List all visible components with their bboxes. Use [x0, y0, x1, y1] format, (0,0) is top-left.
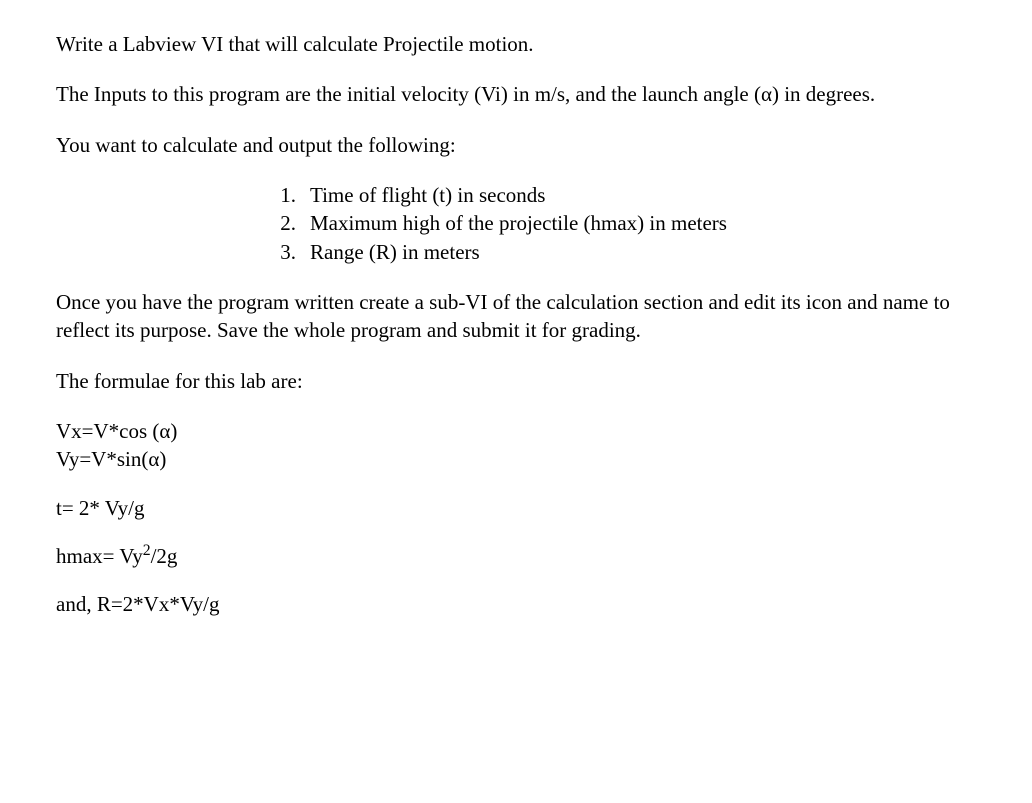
formula-block-t: t= 2* Vy/g [56, 494, 976, 522]
list-text: Time of flight (t) in seconds [310, 181, 545, 209]
formulae-intro: The formulae for this lab are: [56, 367, 976, 395]
formula-hmax-sup: 2 [143, 542, 151, 559]
calculate-intro: You want to calculate and output the fol… [56, 131, 976, 159]
document-page: Write a Labview VI that will calculate P… [0, 0, 1032, 669]
inputs-description: The Inputs to this program are the initi… [56, 80, 976, 108]
outputs-list: 1. Time of flight (t) in seconds 2. Maxi… [56, 181, 976, 266]
list-item: 1. Time of flight (t) in seconds [276, 181, 976, 209]
formula-hmax: hmax= Vy2/2g [56, 542, 976, 570]
instructions-paragraph: Once you have the program written create… [56, 288, 976, 345]
list-item: 3. Range (R) in meters [276, 238, 976, 266]
formula-r: and, R=2*Vx*Vy/g [56, 590, 976, 618]
formula-block-hmax: hmax= Vy2/2g [56, 542, 976, 570]
list-text: Maximum high of the projectile (hmax) in… [310, 209, 727, 237]
formula-vy: Vy=V*sin(α) [56, 445, 976, 473]
formula-hmax-post: /2g [151, 544, 178, 568]
list-item: 2. Maximum high of the projectile (hmax)… [276, 209, 976, 237]
list-text: Range (R) in meters [310, 238, 480, 266]
formula-hmax-pre: hmax= Vy [56, 544, 143, 568]
formula-vx: Vx=V*cos (α) [56, 417, 976, 445]
list-number: 3. [276, 238, 296, 266]
formula-block-vxvy: Vx=V*cos (α) Vy=V*sin(α) [56, 417, 976, 474]
formula-block-r: and, R=2*Vx*Vy/g [56, 590, 976, 618]
list-number: 1. [276, 181, 296, 209]
list-number: 2. [276, 209, 296, 237]
formula-t: t= 2* Vy/g [56, 494, 976, 522]
title-line: Write a Labview VI that will calculate P… [56, 30, 976, 58]
